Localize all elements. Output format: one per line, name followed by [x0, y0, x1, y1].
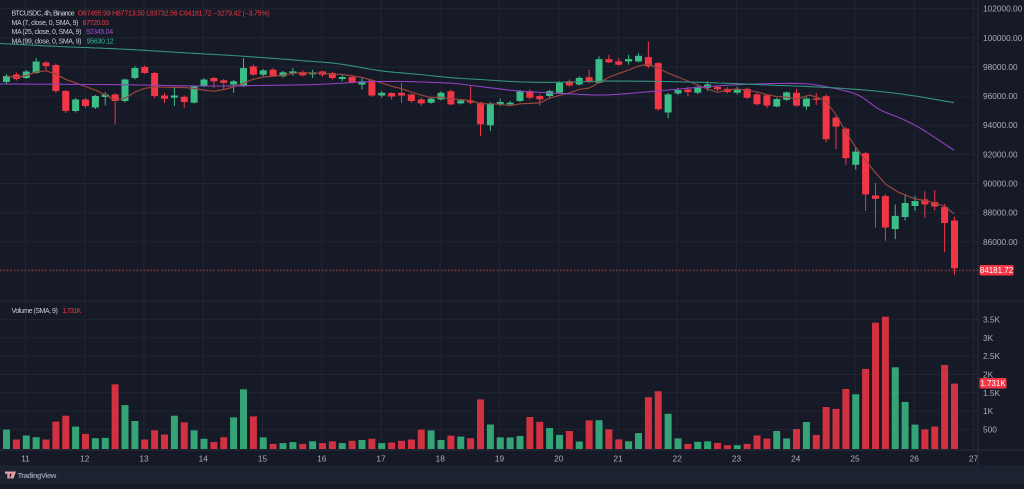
svg-text:13: 13 [139, 454, 149, 464]
svg-text:22: 22 [673, 454, 683, 464]
svg-text:25: 25 [850, 454, 860, 464]
svg-text:TradingView: TradingView [18, 471, 57, 480]
svg-text:2K: 2K [983, 370, 994, 380]
svg-text:23: 23 [732, 454, 742, 464]
svg-text:98000.00: 98000.00 [983, 62, 1018, 72]
svg-text:19: 19 [495, 454, 505, 464]
svg-text:BTCUSDC, 4h, Binance: BTCUSDC, 4h, Binance [12, 11, 75, 18]
svg-text:84181.72: 84181.72 [980, 266, 1014, 275]
svg-text:11: 11 [21, 454, 30, 464]
svg-text:Volume (SMA, 9): Volume (SMA, 9) [12, 308, 58, 315]
svg-text:24: 24 [791, 454, 801, 464]
svg-text:94000.00: 94000.00 [983, 120, 1018, 130]
svg-text:MA (99, close, 0, SMA, 9): MA (99, close, 0, SMA, 9) [12, 39, 82, 46]
svg-text:90000.00: 90000.00 [983, 179, 1018, 189]
svg-text:1K: 1K [983, 406, 994, 416]
svg-text:100000.00: 100000.00 [983, 33, 1023, 43]
svg-text:12: 12 [80, 454, 90, 464]
svg-text:3K: 3K [983, 333, 994, 343]
svg-text:20: 20 [554, 454, 564, 464]
svg-text:15: 15 [258, 454, 268, 464]
svg-text:MA (7, close, 0, SMA, 9): MA (7, close, 0, SMA, 9) [12, 20, 79, 27]
svg-text:102000.00: 102000.00 [983, 4, 1023, 14]
svg-text:MA (25, close, 0, SMA, 9): MA (25, close, 0, SMA, 9) [12, 29, 82, 36]
svg-text:96000.00: 96000.00 [983, 91, 1018, 101]
svg-text:92345.04: 92345.04 [86, 29, 113, 36]
svg-text:18: 18 [436, 454, 446, 464]
svg-text:21: 21 [613, 454, 623, 464]
svg-text:17: 17 [376, 454, 386, 464]
svg-text:92000.00: 92000.00 [983, 149, 1018, 159]
svg-text:1.731K: 1.731K [62, 308, 81, 315]
svg-text:27: 27 [969, 454, 979, 464]
svg-text:95630.12: 95630.12 [87, 39, 114, 46]
svg-text:O87465.99 H87713.50 L83732.56: O87465.99 H87713.50 L83732.56 C84181.72 … [78, 11, 270, 18]
svg-text:3.5K: 3.5K [983, 315, 1001, 325]
svg-text:14: 14 [199, 454, 209, 464]
svg-text:1.5K: 1.5K [983, 388, 1001, 398]
svg-text:26: 26 [910, 454, 920, 464]
svg-text:1.731K: 1.731K [980, 379, 1006, 388]
svg-text:87720.03: 87720.03 [83, 20, 109, 27]
svg-text:2.5K: 2.5K [983, 351, 1001, 361]
svg-text:88000.00: 88000.00 [983, 208, 1018, 218]
svg-text:16: 16 [317, 454, 327, 464]
svg-text:86000.00: 86000.00 [983, 237, 1018, 247]
svg-text:500: 500 [983, 424, 997, 434]
